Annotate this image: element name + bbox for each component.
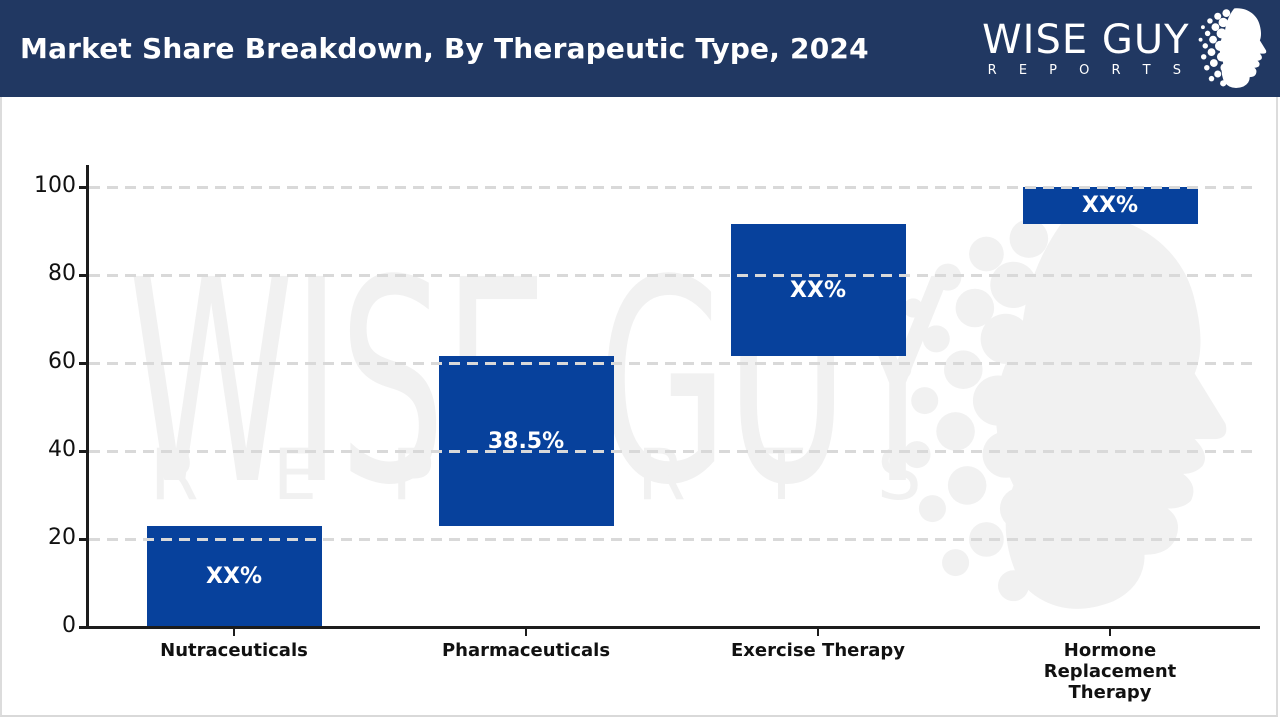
y-tick-label: 20 (48, 525, 76, 550)
x-axis-tick (816, 628, 820, 636)
x-category-label: Pharmaceuticals (441, 640, 611, 661)
gridline-80 (89, 273, 1256, 277)
gridline-40 (89, 449, 1256, 453)
y-tick-label: 100 (34, 173, 76, 198)
y-axis-tick (79, 186, 87, 189)
y-tick-label: 60 (48, 349, 76, 374)
bar-hormone-replacement-therapy: XX% (1022, 187, 1198, 225)
bar-value-label: XX% (790, 277, 846, 303)
brand-name: WISE GUY (982, 16, 1190, 63)
brand-subtitle: R E P O R T S (987, 62, 1190, 78)
chart-title: Market Share Breakdown, By Therapeutic T… (20, 32, 869, 65)
bar-value-label: 38.5% (487, 428, 565, 454)
x-category-label: Nutraceuticals (160, 640, 308, 661)
watermark-face-icon (852, 200, 1252, 632)
y-axis-tick (79, 538, 87, 541)
y-axis-tick (79, 362, 87, 365)
gridline-100 (89, 185, 1256, 189)
x-category-label: Hormone Replacement Therapy (1043, 640, 1177, 704)
x-axis-tick (232, 628, 236, 636)
x-category-label: Exercise Therapy (731, 640, 905, 661)
gridline-20 (89, 537, 1256, 541)
y-axis-line (86, 165, 89, 629)
bar-value-label: XX% (1082, 193, 1138, 219)
header: Market Share Breakdown, By Therapeutic T… (0, 0, 1280, 97)
brand-face-icon (1192, 5, 1270, 93)
x-axis-tick (1108, 628, 1112, 636)
y-tick-label: 80 (48, 261, 76, 286)
y-tick-label: 0 (62, 613, 76, 638)
y-axis-tick (79, 450, 87, 453)
bar-nutraceuticals: XX% (146, 525, 322, 627)
brand-logo: WISE GUY R E P O R T S (982, 5, 1270, 93)
y-axis-tick (79, 274, 87, 277)
bar-pharmaceuticals: 38.5% (438, 356, 614, 526)
bar-value-label: XX% (206, 563, 262, 589)
gridline-60 (89, 361, 1256, 365)
x-axis-tick (524, 628, 528, 636)
y-tick-label: 40 (48, 437, 76, 462)
x-axis-line (86, 626, 1260, 629)
bar-exercise-therapy: XX% (730, 224, 906, 357)
y-axis-tick (79, 626, 87, 629)
